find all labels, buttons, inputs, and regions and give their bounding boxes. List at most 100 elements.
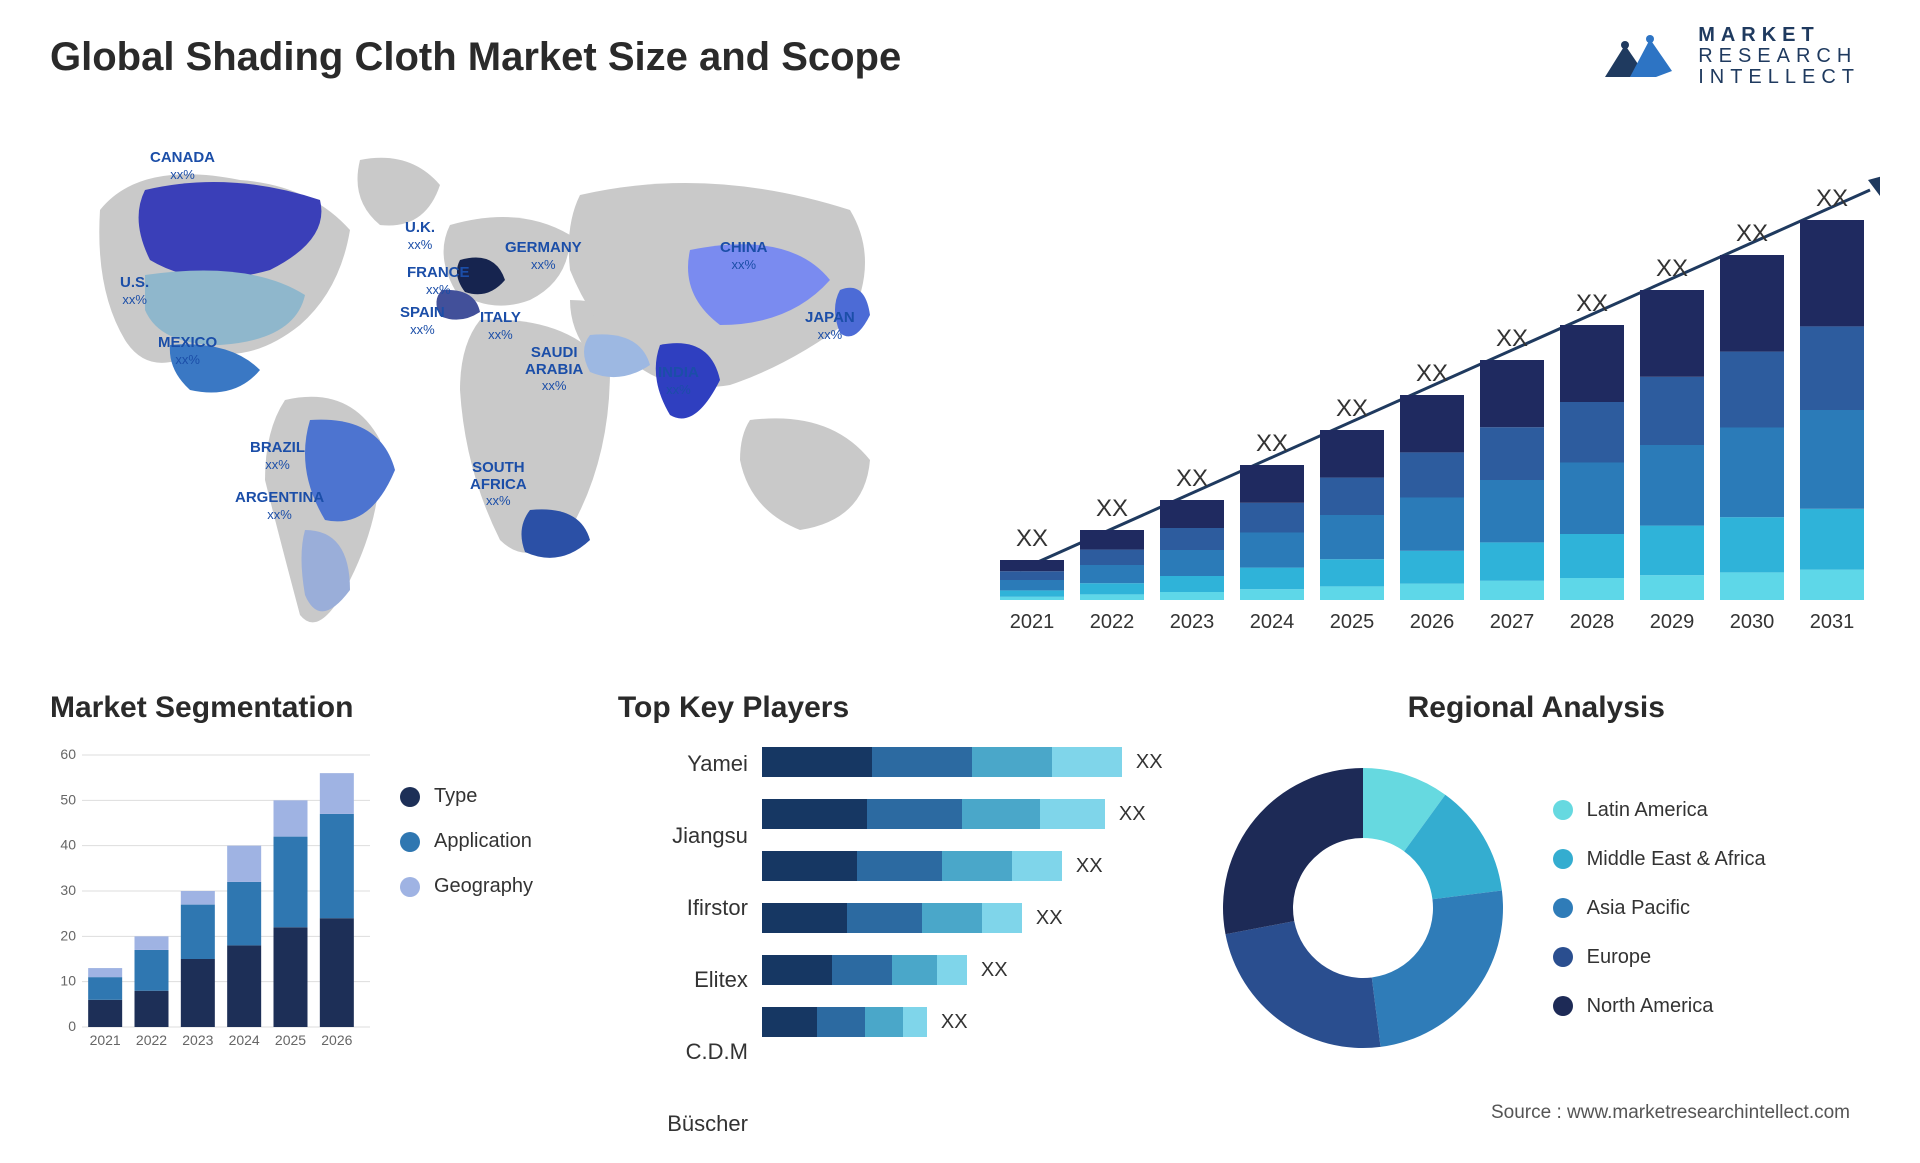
- map-label-name: GERMANY: [505, 239, 582, 256]
- segmentation-legend: Type Application Geography: [400, 745, 533, 898]
- player-bar-row: XX: [762, 953, 1163, 987]
- map-label-pct: xx%: [410, 322, 435, 337]
- svg-text:2026: 2026: [321, 1032, 352, 1048]
- player-bar-seg: [962, 799, 1040, 829]
- player-bar-seg: [937, 955, 967, 985]
- map-label: ARGENTINAxx%: [235, 490, 324, 523]
- legend-swatch: [1553, 800, 1573, 820]
- map-label: INDIAxx%: [658, 365, 699, 398]
- player-bar: [762, 1007, 927, 1037]
- map-label: GERMANYxx%: [505, 240, 582, 273]
- segmentation-chart: 0102030405060202120222023202420252026: [50, 745, 370, 1055]
- segmentation-legend-item: Geography: [400, 875, 533, 898]
- source-text: Source : www.marketresearchintellect.com: [1491, 1102, 1850, 1124]
- map-label: MEXICOxx%: [158, 335, 217, 368]
- svg-text:30: 30: [60, 882, 76, 898]
- player-bar-seg: [1040, 799, 1105, 829]
- page-title: Global Shading Cloth Market Size and Sco…: [50, 35, 901, 80]
- svg-text:2023: 2023: [182, 1032, 213, 1048]
- legend-label: Asia Pacific: [1587, 897, 1690, 920]
- player-bar-seg: [982, 903, 1022, 933]
- svg-text:2022: 2022: [136, 1032, 167, 1048]
- legend-swatch: [400, 787, 420, 807]
- svg-text:10: 10: [60, 973, 76, 989]
- svg-text:2025: 2025: [275, 1032, 306, 1048]
- svg-text:40: 40: [60, 837, 76, 853]
- player-bar-seg: [762, 851, 857, 881]
- player-name: Ifirstor: [687, 895, 748, 929]
- map-label-pct: xx%: [731, 257, 756, 272]
- region-legend-item: Europe: [1553, 946, 1766, 969]
- player-bar-seg: [832, 955, 892, 985]
- player-bar-seg: [922, 903, 982, 933]
- brand-text: MARKET RESEARCH INTELLECT: [1698, 25, 1860, 88]
- svg-text:XX: XX: [1016, 525, 1048, 552]
- world-map: CANADAxx%U.S.xx%MEXICOxx%BRAZILxx%ARGENT…: [50, 140, 920, 660]
- map-label: CANADAxx%: [150, 150, 215, 183]
- player-bar-row: XX: [762, 745, 1163, 779]
- svg-text:XX: XX: [1176, 465, 1208, 492]
- svg-text:XX: XX: [1736, 220, 1768, 247]
- brand-block: MARKET RESEARCH INTELLECT: [1600, 25, 1860, 88]
- map-label-name: ARGENTINA: [235, 489, 324, 506]
- map-label-pct: xx%: [426, 282, 451, 297]
- svg-text:XX: XX: [1656, 255, 1688, 282]
- player-bar-seg: [867, 799, 962, 829]
- svg-text:2029: 2029: [1650, 611, 1695, 633]
- player-name: C.D.M: [686, 1039, 748, 1073]
- map-label-pct: xx%: [175, 352, 200, 367]
- map-label: SPAINxx%: [400, 305, 445, 338]
- region-legend-item: Asia Pacific: [1553, 897, 1766, 920]
- svg-text:2028: 2028: [1570, 611, 1615, 633]
- player-bar-row: XX: [762, 849, 1163, 883]
- map-label-name: FRANCE: [407, 264, 470, 281]
- map-label-pct: xx%: [486, 493, 511, 508]
- player-value: XX: [1036, 907, 1063, 930]
- player-name: Elitex: [694, 967, 748, 1001]
- brand-line3: INTELLECT: [1698, 67, 1860, 88]
- segmentation-panel: Market Segmentation 01020304050602021202…: [50, 691, 568, 1071]
- player-bar: [762, 851, 1062, 881]
- svg-text:2030: 2030: [1730, 611, 1775, 633]
- legend-label: Europe: [1587, 946, 1652, 969]
- legend-label: Type: [434, 785, 477, 808]
- svg-text:XX: XX: [1336, 395, 1368, 422]
- player-bar: [762, 799, 1105, 829]
- legend-label: Geography: [434, 875, 533, 898]
- player-bar-row: XX: [762, 901, 1163, 935]
- player-bar-seg: [847, 903, 922, 933]
- legend-label: Application: [434, 830, 532, 853]
- player-bar-seg: [903, 1007, 927, 1037]
- player-bar-seg: [1052, 747, 1122, 777]
- map-label: U.K.xx%: [405, 220, 435, 253]
- svg-text:20: 20: [60, 927, 76, 943]
- player-bar: [762, 955, 967, 985]
- player-bar-row: XX: [762, 797, 1163, 831]
- svg-text:XX: XX: [1416, 360, 1448, 387]
- legend-label: Latin America: [1587, 799, 1708, 822]
- map-label-name: SPAIN: [400, 304, 445, 321]
- player-bar-seg: [762, 1007, 817, 1037]
- map-label-pct: xx%: [408, 237, 433, 252]
- legend-swatch: [400, 877, 420, 897]
- map-label-pct: xx%: [267, 507, 292, 522]
- map-label-pct: xx%: [170, 167, 195, 182]
- map-label-name: CANADA: [150, 149, 215, 166]
- map-label: SOUTHAFRICAxx%: [470, 460, 527, 510]
- regional-legend: Latin AmericaMiddle East & AfricaAsia Pa…: [1553, 799, 1766, 1018]
- world-map-svg: [50, 140, 920, 660]
- map-label-name: U.K.: [405, 219, 435, 236]
- player-bar-seg: [762, 903, 847, 933]
- player-value: XX: [981, 959, 1008, 982]
- region-legend-item: North America: [1553, 995, 1766, 1018]
- regional-title: Regional Analysis: [1213, 691, 1860, 725]
- player-bar-row: XX: [762, 1005, 1163, 1039]
- player-value: XX: [1119, 803, 1146, 826]
- brand-line1: MARKET: [1698, 25, 1860, 46]
- player-bar-seg: [972, 747, 1052, 777]
- map-label-name: SOUTHAFRICA: [470, 459, 527, 493]
- svg-text:60: 60: [60, 746, 76, 762]
- player-bar: [762, 747, 1122, 777]
- regional-panel: Regional Analysis Latin AmericaMiddle Ea…: [1213, 691, 1860, 1071]
- svg-text:2023: 2023: [1170, 611, 1215, 633]
